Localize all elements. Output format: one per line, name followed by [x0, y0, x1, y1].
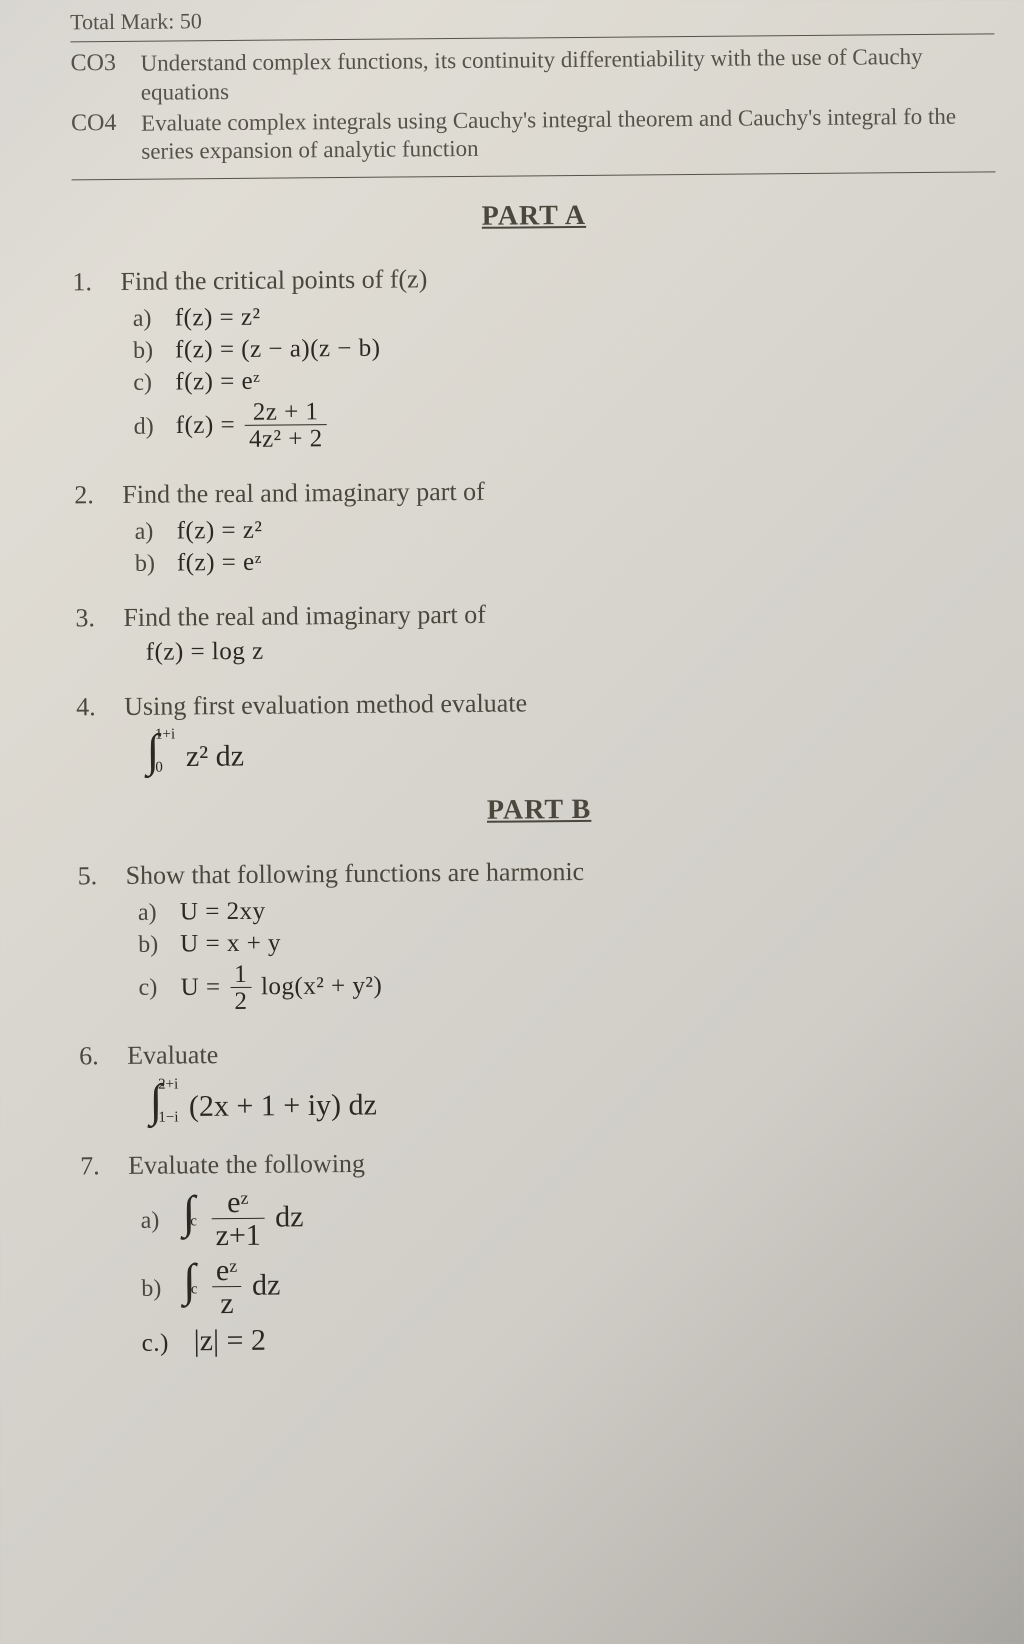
- co-row: CO4 Evaluate complex integrals using Cau…: [71, 102, 995, 168]
- formula: f(z) = log z: [76, 631, 1000, 667]
- formula: U = x + y: [180, 930, 281, 959]
- sub-label: b): [133, 338, 175, 365]
- contour-sub: c: [191, 1282, 198, 1299]
- dz: dz: [275, 1200, 304, 1233]
- sub-label: b): [138, 931, 180, 958]
- integral-icon: ∫ 1+i 0: [146, 727, 178, 775]
- dz: dz: [252, 1268, 281, 1301]
- sub-label: b): [135, 550, 177, 577]
- co-row: CO3 Understand complex functions, its co…: [70, 42, 994, 108]
- integrand: z² dz: [186, 739, 244, 773]
- sub-label: c): [133, 370, 175, 397]
- part-a-heading: PART A: [72, 196, 996, 236]
- total-mark: Total Mark: 50: [70, 1, 994, 35]
- formula: f(z) = z²: [177, 516, 263, 545]
- question-number: 7.: [80, 1150, 128, 1180]
- denominator: 4z² + 2: [245, 425, 327, 453]
- question-text: Show that following functions are harmon…: [125, 850, 1001, 893]
- question-2: 2. Find the real and imaginary part of a…: [74, 469, 999, 578]
- sub-label: a): [138, 899, 180, 926]
- question-number: 4.: [76, 692, 124, 722]
- question-1: 1. Find the critical points of f(z) a) f…: [72, 256, 998, 455]
- question-number: 6.: [79, 1041, 127, 1071]
- integral-icon: ∫ c: [183, 1262, 202, 1299]
- integral-expression: ∫ 2+i 1−i (2x + 1 + iy) dz: [79, 1070, 1003, 1126]
- fraction: eᶻ z: [212, 1256, 242, 1320]
- question-text: Find the real and imaginary part of: [123, 592, 999, 635]
- question-number: 3.: [75, 603, 123, 633]
- sub-label: a): [133, 306, 175, 333]
- fraction: 1 2: [230, 962, 251, 1016]
- denominator: z+1: [211, 1218, 265, 1251]
- contour-sub: c: [190, 1214, 197, 1231]
- integral-expression: ∫ 1+i 0 z² dz: [76, 720, 1000, 776]
- sub-label: c.): [142, 1329, 194, 1357]
- co-code: CO4: [71, 109, 141, 137]
- question-5: 5. Show that following functions are har…: [77, 850, 1002, 1017]
- sub-label: c): [139, 975, 181, 1002]
- question-6: 6. Evaluate ∫ 2+i 1−i (2x + 1 + iy) dz: [79, 1031, 1004, 1126]
- denominator: 2: [230, 988, 251, 1016]
- sub-label: d): [134, 413, 176, 440]
- numerator: eᶻ: [211, 1187, 265, 1218]
- formula: f(z) = z²: [175, 304, 261, 333]
- fraction: 2z + 1 4z² + 2: [245, 399, 327, 453]
- upper-bound: 1+i: [155, 727, 175, 742]
- co-desc: Understand complex functions, its contin…: [140, 42, 994, 107]
- course-outcomes-table: CO3 Understand complex functions, its co…: [70, 33, 995, 180]
- denominator: z: [212, 1287, 242, 1320]
- part-b-heading: PART B: [77, 790, 1001, 830]
- question-3: 3. Find the real and imaginary part of f…: [75, 592, 1000, 667]
- co-desc: Evaluate complex integrals using Cauchy'…: [141, 102, 995, 167]
- question-number: 5.: [78, 861, 126, 891]
- question-text: Evaluate the following: [128, 1140, 1004, 1183]
- formula: U = 2xy: [180, 898, 266, 927]
- formula-tail: log(x² + y²): [261, 972, 382, 1000]
- question-text: Find the critical points of f(z): [120, 256, 996, 299]
- question-7: 7. Evaluate the following a) ∫ c eᶻ z+1 …: [80, 1140, 1006, 1359]
- sub-label: a): [135, 518, 177, 545]
- integral-icon: ∫ 2+i 1−i: [149, 1077, 181, 1125]
- formula: U = 1 2 log(x² + y²): [180, 961, 382, 1016]
- question-text: Using first evaluation method evaluate: [124, 681, 1000, 724]
- sub-label: b): [141, 1275, 183, 1302]
- question-text: Find the real and imaginary part of: [122, 469, 998, 512]
- question-4: 4. Using first evaluation method evaluat…: [76, 681, 1001, 776]
- exam-page: Total Mark: 50 CO3 Understand complex fu…: [0, 0, 1024, 1644]
- formula: f(z) = eᶻ: [177, 548, 262, 577]
- upper-bound: 2+i: [158, 1077, 178, 1092]
- formula-prefix: U =: [181, 974, 228, 1001]
- formula-prefix: f(z) =: [176, 411, 242, 439]
- co-code: CO3: [70, 50, 140, 78]
- formula: |z| = 2: [194, 1323, 267, 1358]
- question-number: 2.: [74, 480, 122, 510]
- numerator: eᶻ: [212, 1256, 242, 1287]
- formula: f(z) = (z − a)(z − b): [175, 335, 381, 365]
- lower-bound: 1−i: [158, 1110, 178, 1125]
- sub-label: a): [141, 1207, 183, 1234]
- question-number: 1.: [72, 267, 120, 297]
- fraction: eᶻ z+1: [211, 1187, 265, 1251]
- integral-icon: ∫ c: [182, 1194, 201, 1231]
- lower-bound: 0: [155, 760, 175, 775]
- formula: f(z) = eᶻ: [175, 368, 260, 397]
- numerator: 2z + 1: [245, 399, 327, 426]
- integral-expression: ∫ c eᶻ z+1 dz: [182, 1187, 303, 1252]
- question-text: Evaluate: [127, 1031, 1003, 1074]
- integrand: (2x + 1 + iy) dz: [189, 1088, 377, 1123]
- integral-expression: ∫ c eᶻ z dz: [183, 1255, 281, 1320]
- formula: f(z) = 2z + 1 4z² + 2: [176, 399, 330, 454]
- numerator: 1: [230, 962, 251, 988]
